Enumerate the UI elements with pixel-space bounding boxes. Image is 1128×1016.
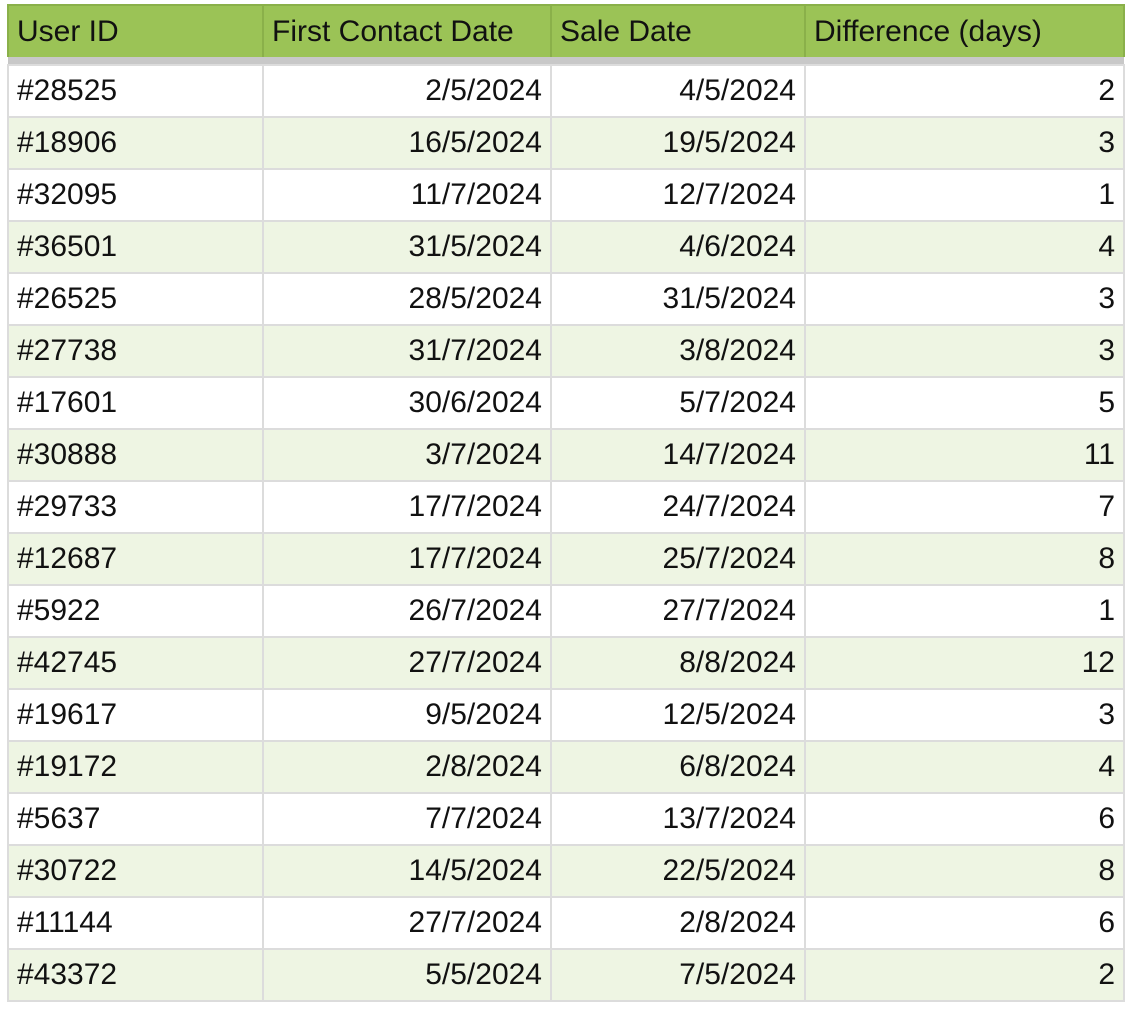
- difference-cell[interactable]: 4: [804, 740, 1125, 794]
- sale-date-cell[interactable]: 5/7/2024: [550, 376, 806, 430]
- sale-date-cell[interactable]: 31/5/2024: [550, 272, 806, 326]
- sale-date-cell[interactable]: 8/8/2024: [550, 636, 806, 690]
- first-contact-date-cell[interactable]: 2/5/2024: [262, 64, 552, 118]
- table-row: #5922 26/7/2024 27/7/2024 1: [7, 584, 1125, 638]
- sale-date-cell[interactable]: 4/6/2024: [550, 220, 806, 274]
- first-contact-date-cell[interactable]: 28/5/2024: [262, 272, 552, 326]
- difference-cell[interactable]: 2: [804, 64, 1125, 118]
- table-row: #18906 16/5/2024 19/5/2024 3: [7, 116, 1125, 170]
- user-id-cell[interactable]: #12687: [7, 532, 264, 586]
- first-contact-date-cell[interactable]: 26/7/2024: [262, 584, 552, 638]
- sale-date-cell[interactable]: 3/8/2024: [550, 324, 806, 378]
- difference-cell[interactable]: 1: [804, 584, 1125, 638]
- sale-date-cell[interactable]: 24/7/2024: [550, 480, 806, 534]
- first-contact-date-cell[interactable]: 3/7/2024: [262, 428, 552, 482]
- difference-cell[interactable]: 6: [804, 896, 1125, 950]
- table-row: #30722 14/5/2024 22/5/2024 8: [7, 844, 1125, 898]
- difference-cell[interactable]: 1: [804, 168, 1125, 222]
- table-row: #36501 31/5/2024 4/6/2024 4: [7, 220, 1125, 274]
- separator-cell: [8, 57, 1124, 65]
- sale-date-cell[interactable]: 22/5/2024: [550, 844, 806, 898]
- table-row: #26525 28/5/2024 31/5/2024 3: [7, 272, 1125, 326]
- table-row: #43372 5/5/2024 7/5/2024 2: [7, 948, 1125, 1002]
- table-row: #27738 31/7/2024 3/8/2024 3: [7, 324, 1125, 378]
- first-contact-date-cell[interactable]: 7/7/2024: [262, 792, 552, 846]
- header-sale-date[interactable]: Sale Date: [550, 4, 806, 57]
- user-id-cell[interactable]: #26525: [7, 272, 264, 326]
- sale-date-cell[interactable]: 13/7/2024: [550, 792, 806, 846]
- header-row: User ID First Contact Date Sale Date Dif…: [7, 4, 1125, 57]
- table-row: #5637 7/7/2024 13/7/2024 6: [7, 792, 1125, 846]
- difference-cell[interactable]: 4: [804, 220, 1125, 274]
- difference-cell[interactable]: 12: [804, 636, 1125, 690]
- table-row: #32095 11/7/2024 12/7/2024 1: [7, 168, 1125, 222]
- first-contact-date-cell[interactable]: 31/7/2024: [262, 324, 552, 378]
- difference-cell[interactable]: 8: [804, 844, 1125, 898]
- first-contact-date-cell[interactable]: 11/7/2024: [262, 168, 552, 222]
- sale-date-cell[interactable]: 7/5/2024: [550, 948, 806, 1002]
- first-contact-date-cell[interactable]: 17/7/2024: [262, 532, 552, 586]
- sale-date-cell[interactable]: 2/8/2024: [550, 896, 806, 950]
- sale-date-cell[interactable]: 4/5/2024: [550, 64, 806, 118]
- data-table: User ID First Contact Date Sale Date Dif…: [7, 4, 1125, 1002]
- user-id-cell[interactable]: #32095: [7, 168, 264, 222]
- user-id-cell[interactable]: #5637: [7, 792, 264, 846]
- sale-date-cell[interactable]: 27/7/2024: [550, 584, 806, 638]
- first-contact-date-cell[interactable]: 27/7/2024: [262, 896, 552, 950]
- table-row: #19617 9/5/2024 12/5/2024 3: [7, 688, 1125, 742]
- table-row: #12687 17/7/2024 25/7/2024 8: [7, 532, 1125, 586]
- first-contact-date-cell[interactable]: 30/6/2024: [262, 376, 552, 430]
- user-id-cell[interactable]: #30722: [7, 844, 264, 898]
- user-id-cell[interactable]: #43372: [7, 948, 264, 1002]
- difference-cell[interactable]: 3: [804, 272, 1125, 326]
- user-id-cell[interactable]: #42745: [7, 636, 264, 690]
- difference-cell[interactable]: 11: [804, 428, 1125, 482]
- user-id-cell[interactable]: #27738: [7, 324, 264, 378]
- user-id-cell[interactable]: #30888: [7, 428, 264, 482]
- first-contact-date-cell[interactable]: 14/5/2024: [262, 844, 552, 898]
- table-row: #17601 30/6/2024 5/7/2024 5: [7, 376, 1125, 430]
- table-row: #19172 2/8/2024 6/8/2024 4: [7, 740, 1125, 794]
- user-id-cell[interactable]: #29733: [7, 480, 264, 534]
- sale-date-cell[interactable]: 12/5/2024: [550, 688, 806, 742]
- sale-date-cell[interactable]: 14/7/2024: [550, 428, 806, 482]
- difference-cell[interactable]: 7: [804, 480, 1125, 534]
- user-id-cell[interactable]: #28525: [7, 64, 264, 118]
- user-id-cell[interactable]: #11144: [7, 896, 264, 950]
- first-contact-date-cell[interactable]: 17/7/2024: [262, 480, 552, 534]
- difference-cell[interactable]: 6: [804, 792, 1125, 846]
- difference-cell[interactable]: 5: [804, 376, 1125, 430]
- table-row: #28525 2/5/2024 4/5/2024 2: [7, 64, 1125, 118]
- first-contact-date-cell[interactable]: 27/7/2024: [262, 636, 552, 690]
- header-separator: [8, 57, 1124, 65]
- user-id-cell[interactable]: #17601: [7, 376, 264, 430]
- sale-date-cell[interactable]: 12/7/2024: [550, 168, 806, 222]
- header-first-contact-date[interactable]: First Contact Date: [262, 4, 552, 57]
- table-row: #11144 27/7/2024 2/8/2024 6: [7, 896, 1125, 950]
- sale-date-cell[interactable]: 25/7/2024: [550, 532, 806, 586]
- difference-cell[interactable]: 8: [804, 532, 1125, 586]
- difference-cell[interactable]: 3: [804, 116, 1125, 170]
- first-contact-date-cell[interactable]: 16/5/2024: [262, 116, 552, 170]
- sale-date-cell[interactable]: 6/8/2024: [550, 740, 806, 794]
- first-contact-date-cell[interactable]: 5/5/2024: [262, 948, 552, 1002]
- difference-cell[interactable]: 2: [804, 948, 1125, 1002]
- first-contact-date-cell[interactable]: 2/8/2024: [262, 740, 552, 794]
- table-row: #29733 17/7/2024 24/7/2024 7: [7, 480, 1125, 534]
- difference-cell[interactable]: 3: [804, 688, 1125, 742]
- first-contact-date-cell[interactable]: 9/5/2024: [262, 688, 552, 742]
- header-difference-days[interactable]: Difference (days): [804, 4, 1125, 57]
- difference-cell[interactable]: 3: [804, 324, 1125, 378]
- user-id-cell[interactable]: #19172: [7, 740, 264, 794]
- header-user-id[interactable]: User ID: [7, 4, 264, 57]
- table-row: #30888 3/7/2024 14/7/2024 11: [7, 428, 1125, 482]
- table-row: #42745 27/7/2024 8/8/2024 12: [7, 636, 1125, 690]
- first-contact-date-cell[interactable]: 31/5/2024: [262, 220, 552, 274]
- user-id-cell[interactable]: #18906: [7, 116, 264, 170]
- sale-date-cell[interactable]: 19/5/2024: [550, 116, 806, 170]
- user-id-cell[interactable]: #36501: [7, 220, 264, 274]
- user-id-cell[interactable]: #19617: [7, 688, 264, 742]
- user-id-cell[interactable]: #5922: [7, 584, 264, 638]
